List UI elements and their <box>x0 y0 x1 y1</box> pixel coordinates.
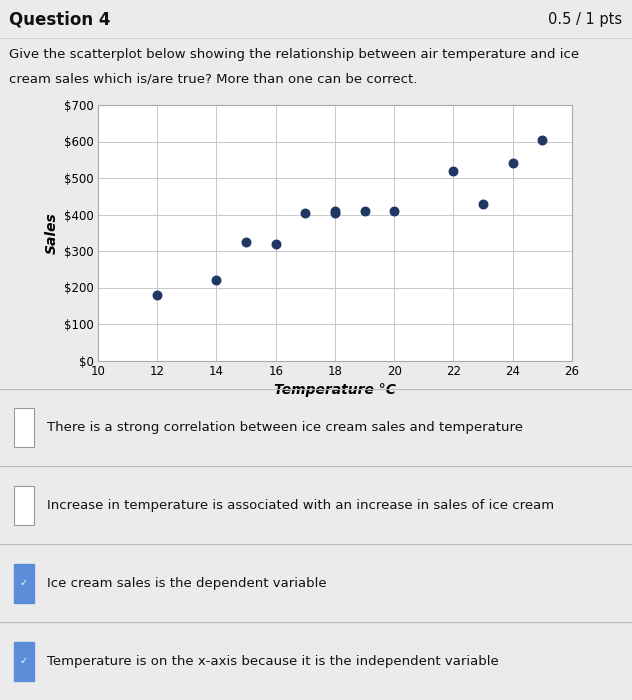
Point <box>537 134 547 146</box>
Point <box>360 205 370 216</box>
Text: ✓: ✓ <box>20 656 28 666</box>
Text: Increase in temperature is associated with an increase in sales of ice cream: Increase in temperature is associated wi… <box>47 499 554 512</box>
Y-axis label: Sales: Sales <box>44 212 59 253</box>
Point <box>241 237 251 248</box>
Text: Ice cream sales is the dependent variable: Ice cream sales is the dependent variabl… <box>47 577 327 589</box>
FancyBboxPatch shape <box>14 408 34 447</box>
Point <box>330 207 340 218</box>
Point <box>152 289 162 300</box>
Point <box>211 274 221 286</box>
Point <box>478 198 488 209</box>
Text: Give the scatterplot below showing the relationship between air temperature and : Give the scatterplot below showing the r… <box>9 48 580 61</box>
Point <box>300 207 310 218</box>
FancyBboxPatch shape <box>14 486 34 525</box>
Point <box>449 165 459 176</box>
FancyBboxPatch shape <box>14 642 34 680</box>
Point <box>270 238 281 249</box>
Point <box>507 158 518 169</box>
Text: 0.5 / 1 pts: 0.5 / 1 pts <box>549 12 623 27</box>
Point <box>389 205 399 216</box>
FancyBboxPatch shape <box>14 564 34 603</box>
Text: cream sales which is/are true? More than one can be correct.: cream sales which is/are true? More than… <box>9 72 418 85</box>
Text: ✓: ✓ <box>20 578 28 588</box>
Text: Question 4: Question 4 <box>9 10 111 28</box>
X-axis label: Temperature °C: Temperature °C <box>274 383 396 397</box>
Text: There is a strong correlation between ice cream sales and temperature: There is a strong correlation between ic… <box>47 421 523 434</box>
Text: Temperature is on the x-axis because it is the independent variable: Temperature is on the x-axis because it … <box>47 654 499 668</box>
Point <box>330 205 340 216</box>
